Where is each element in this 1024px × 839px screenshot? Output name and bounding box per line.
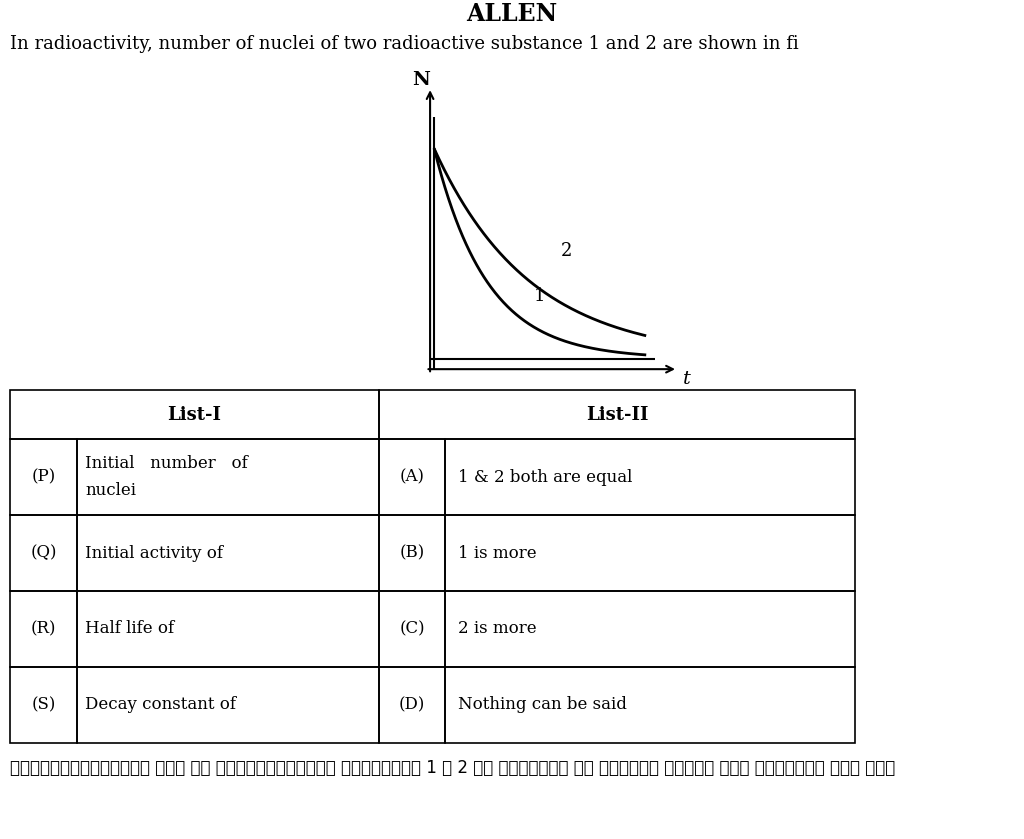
Text: Half life of: Half life of bbox=[85, 620, 174, 638]
Text: (Q): (Q) bbox=[31, 545, 56, 561]
Text: (A): (A) bbox=[399, 469, 425, 486]
Text: t: t bbox=[683, 370, 691, 388]
Text: 1: 1 bbox=[534, 287, 545, 305]
Text: Decay constant of: Decay constant of bbox=[85, 696, 236, 713]
Text: N: N bbox=[412, 70, 430, 89]
Text: Initial activity of: Initial activity of bbox=[85, 545, 223, 561]
Text: (P): (P) bbox=[32, 469, 55, 486]
Text: nuclei: nuclei bbox=[85, 482, 136, 499]
Text: List-I: List-I bbox=[168, 406, 221, 424]
Text: Nothing can be said: Nothing can be said bbox=[458, 696, 627, 713]
Text: 2 is more: 2 is more bbox=[458, 620, 537, 638]
Text: 2: 2 bbox=[561, 242, 572, 260]
Text: In radioactivity, number of nuclei of two radioactive substance 1 and 2 are show: In radioactivity, number of nuclei of tw… bbox=[10, 35, 799, 53]
Text: List-II: List-II bbox=[586, 406, 648, 424]
Text: ALLEN: ALLEN bbox=[466, 2, 558, 26]
Text: Initial   number   of: Initial number of bbox=[85, 456, 248, 472]
Text: (B): (B) bbox=[399, 545, 425, 561]
Text: 1 & 2 both are equal: 1 & 2 both are equal bbox=[458, 469, 632, 486]
Text: (C): (C) bbox=[399, 620, 425, 638]
Text: (S): (S) bbox=[32, 696, 55, 713]
Text: रेडियोसक्रियता में दो रेडियोसक्रिय पदार्थों 1 व 2 के नाभिकों की संख्या चित्र में: रेडियोसक्रियता में दो रेडियोसक्रिय पदार्… bbox=[10, 759, 896, 777]
Text: (R): (R) bbox=[31, 620, 56, 638]
Text: 1 is more: 1 is more bbox=[458, 545, 537, 561]
Text: (D): (D) bbox=[399, 696, 425, 713]
